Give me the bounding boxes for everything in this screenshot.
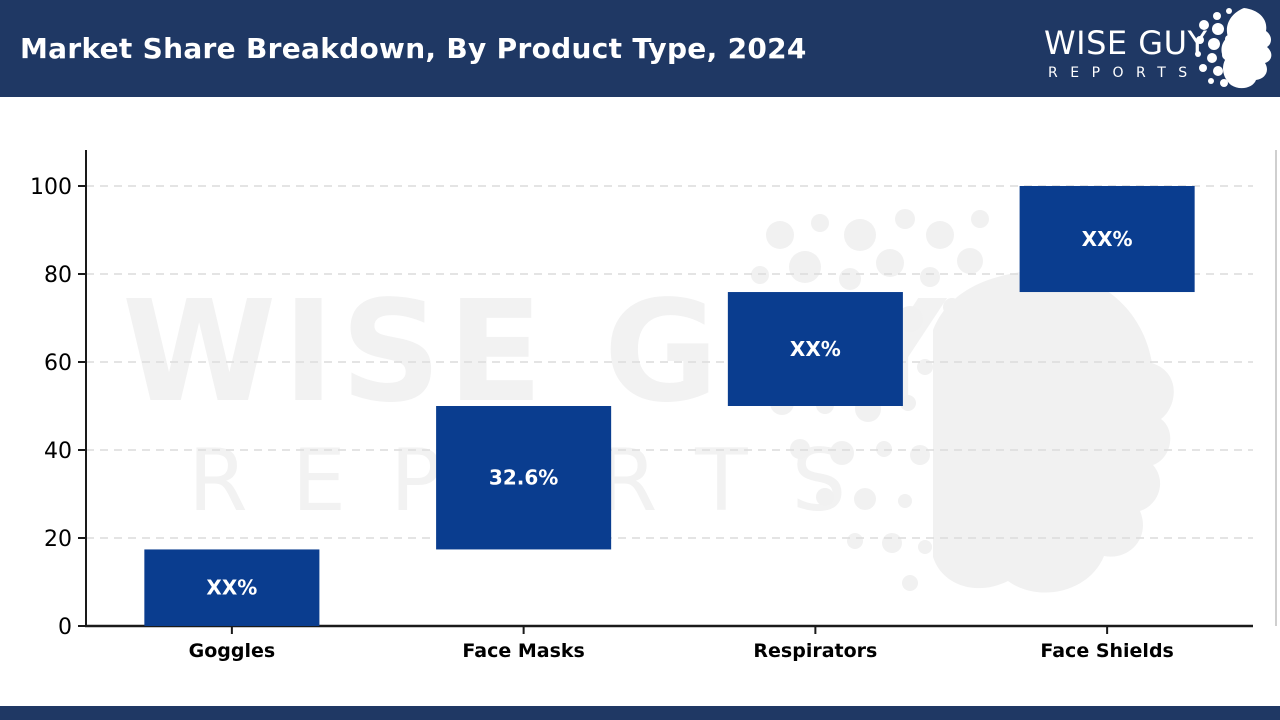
bar-respirators (727, 292, 903, 406)
bar-face-masks (436, 406, 612, 550)
wiseguy-reports-logo: WISE GUY REPORTS (1044, 8, 1272, 89)
footer-bar (0, 706, 1280, 720)
header-bar: Market Share Breakdown, By Product Type,… (0, 0, 1280, 97)
y-axis-tick-label: 0 (58, 615, 72, 640)
bar-face-shields (1019, 186, 1195, 293)
logo-wordmark: WISE GUY (1044, 24, 1208, 62)
x-axis-category-label: Face Masks (462, 640, 584, 662)
y-axis-tick-label: 60 (44, 351, 72, 376)
y-axis-tick-label: 40 (44, 439, 72, 464)
bar-goggles (144, 549, 320, 626)
y-axis-tick-label: 20 (44, 527, 72, 552)
bar-value-label: XX% (1082, 227, 1133, 251)
bar-value-label: XX% (790, 337, 841, 361)
x-axis-category-label: Face Shields (1040, 640, 1173, 662)
y-axis-tick-label: 80 (44, 263, 72, 288)
logo-dotted-head-icon (1195, 8, 1272, 89)
chart-title: Market Share Breakdown, By Product Type,… (20, 32, 807, 65)
watermark-face-silhouette (933, 270, 1174, 593)
x-axis-category-label: Goggles (189, 640, 276, 662)
x-axis-category-label: Respirators (753, 640, 877, 662)
bar-value-label: XX% (206, 576, 257, 600)
bar-value-label: 32.6% (489, 466, 558, 490)
logo-subtext: REPORTS (1048, 65, 1200, 81)
y-axis-tick-label: 100 (30, 175, 72, 200)
